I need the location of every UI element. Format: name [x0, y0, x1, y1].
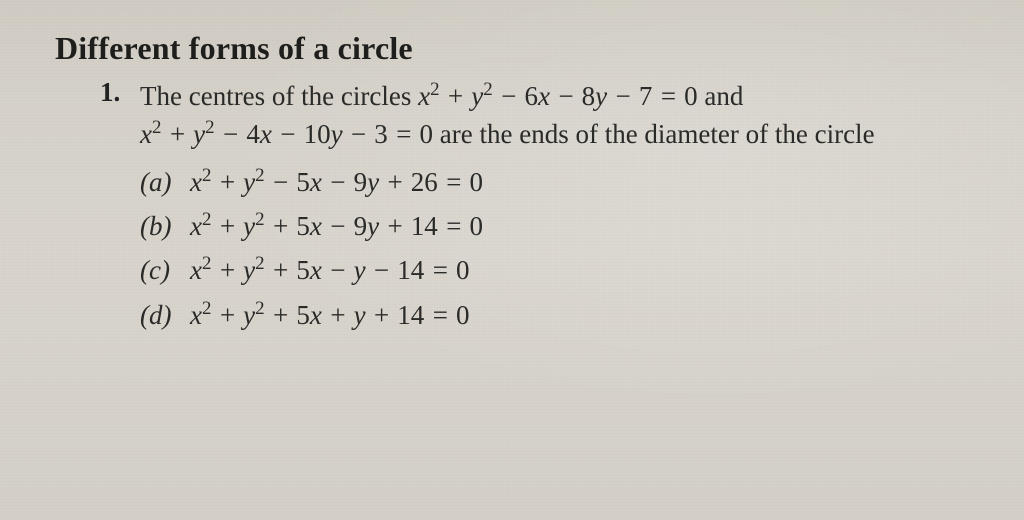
options-list: (a) x2 + y2 − 5x − 9y + 26 = 0 (b) x2 + …	[140, 158, 974, 337]
option-expression: x2 + y2 − 5x − 9y + 26 = 0	[190, 163, 483, 201]
option-b: (b) x2 + y2 + 5x − 9y + 14 = 0	[140, 204, 974, 248]
option-expression: x2 + y2 + 5x + y + 14 = 0	[190, 296, 470, 334]
question-number: 1.	[100, 77, 130, 337]
option-expression: x2 + y2 + 5x − 9y + 14 = 0	[190, 207, 483, 245]
equation-1: x2 + y2 − 6x − 8y − 7 = 0	[418, 81, 698, 111]
option-label: (a)	[140, 163, 182, 201]
option-d: (d) x2 + y2 + 5x + y + 14 = 0	[140, 293, 974, 337]
equation-2: x2 + y2 − 4x − 10y − 3 = 0	[140, 119, 433, 149]
stem-text-mid: and	[698, 81, 744, 111]
question-block: 1. The centres of the circles x2 + y2 − …	[55, 77, 974, 337]
option-label: (b)	[140, 207, 182, 245]
option-a: (a) x2 + y2 − 5x − 9y + 26 = 0	[140, 160, 974, 204]
option-c: (c) x2 + y2 + 5x − y − 14 = 0	[140, 248, 974, 292]
question-body: The centres of the circles x2 + y2 − 6x …	[140, 77, 974, 337]
option-expression: x2 + y2 + 5x − y − 14 = 0	[190, 251, 470, 289]
stem-text-prefix: The centres of the circles	[140, 81, 418, 111]
section-heading: Different forms of a circle	[55, 30, 974, 67]
stem-text-suffix: are the ends of the diameter of the circ…	[433, 119, 875, 149]
option-label: (c)	[140, 251, 182, 289]
option-label: (d)	[140, 296, 182, 334]
question-stem: The centres of the circles x2 + y2 − 6x …	[140, 77, 974, 154]
